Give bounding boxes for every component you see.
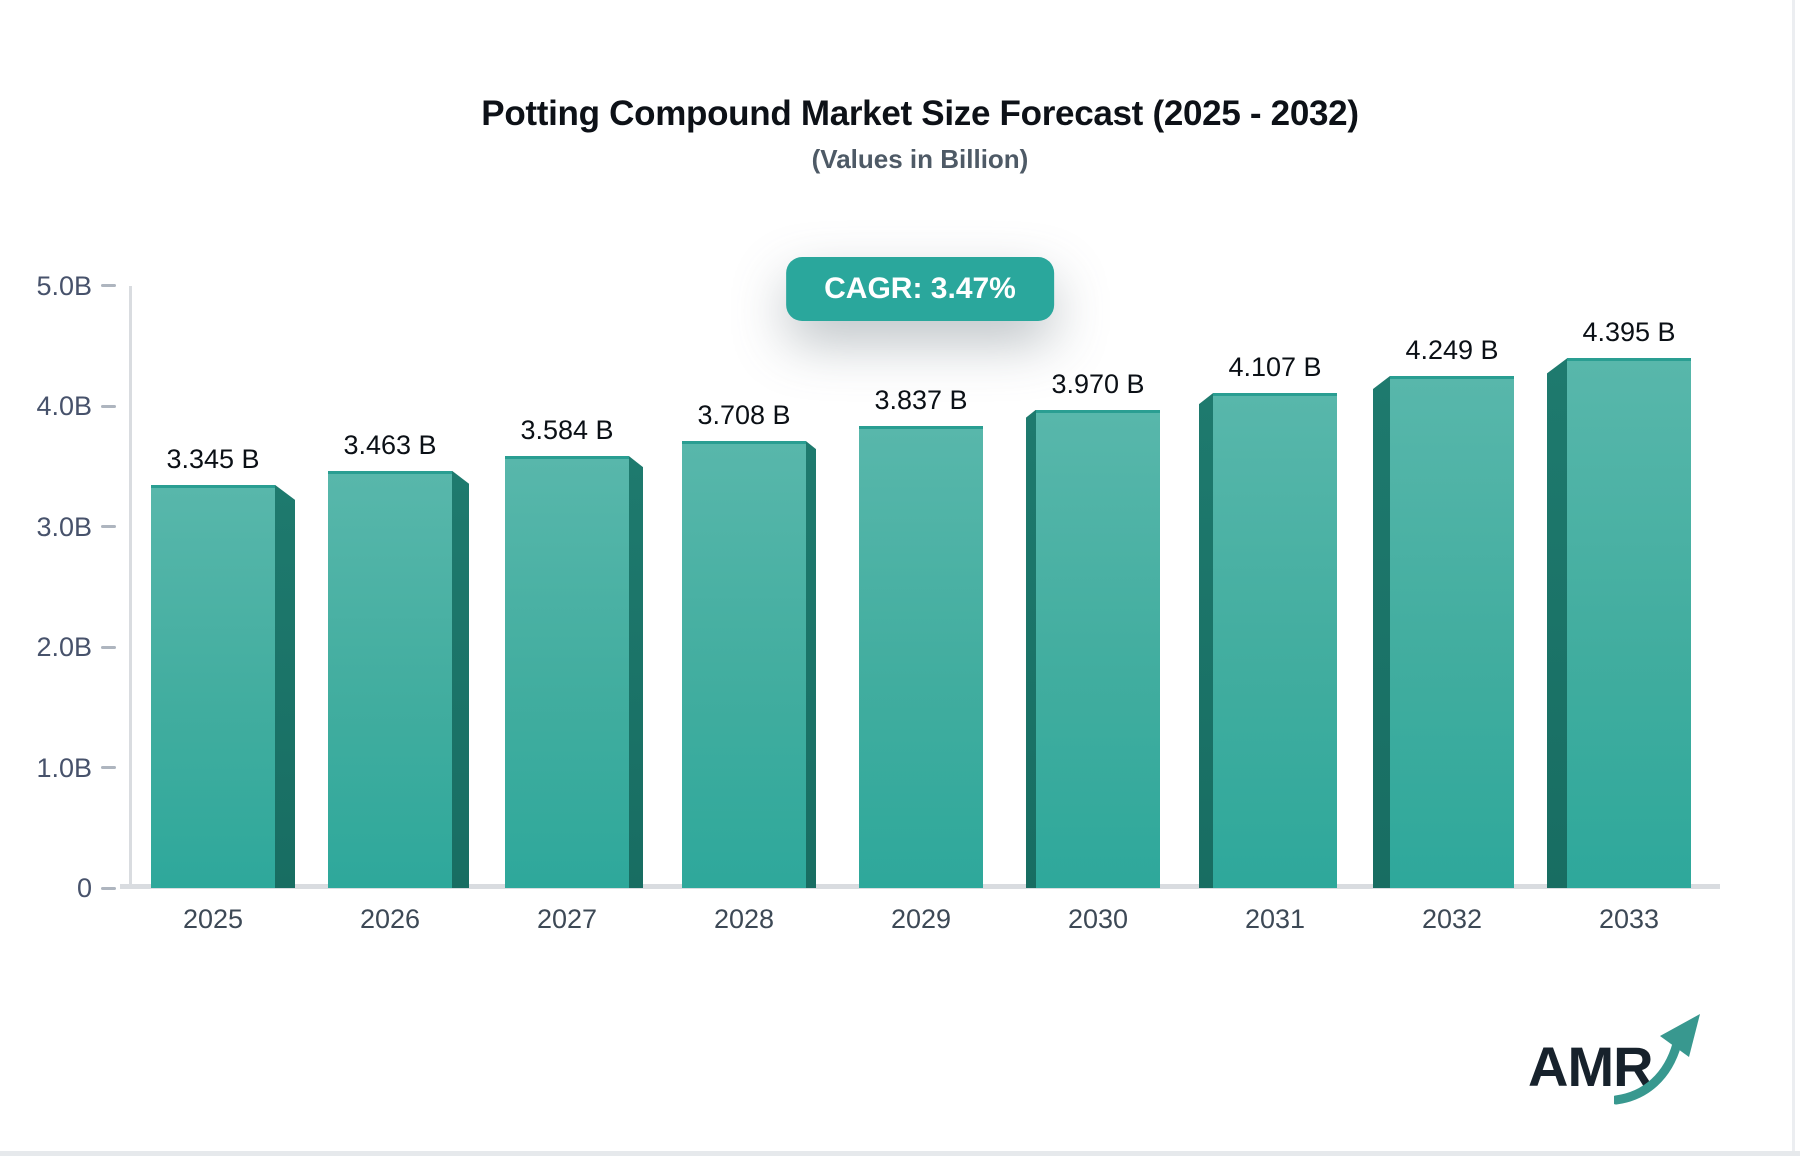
bar-value-label: 3.708 B (697, 400, 791, 431)
bar-value-label: 4.249 B (1405, 334, 1499, 365)
x-axis-label: 2033 (1598, 904, 1660, 934)
bar-side (452, 470, 469, 888)
y-tick-label: 2.0B (36, 632, 92, 662)
x-axis-label: 2028 (713, 904, 775, 934)
bar-face (505, 456, 629, 888)
y-tick-label: 1.0B (36, 752, 92, 783)
bar-side (629, 456, 643, 888)
x-axis-label: 2025 (182, 904, 244, 934)
x-axis-label: 2032 (1421, 904, 1483, 934)
y-tick-label: 0 (76, 873, 92, 903)
amr-logo: AMR (1528, 1014, 1728, 1134)
y-tick-label: 4.0B (36, 391, 92, 421)
bar-side (275, 484, 295, 888)
x-axis-label: 2030 (1067, 904, 1129, 934)
bar-face (151, 484, 275, 888)
x-axis-label: 2026 (359, 904, 421, 934)
bar-value-label: 3.970 B (1051, 368, 1145, 399)
y-tick-mark (101, 525, 116, 528)
x-axis-label: 2031 (1244, 904, 1306, 934)
chart-subtitle: (Values in Billion) (811, 144, 1029, 174)
y-axis-line (129, 286, 132, 888)
amr-logo-arrow-icon (1614, 1014, 1700, 1105)
bar-value-label: 3.584 B (520, 415, 614, 446)
x-axis-label: 2027 (536, 904, 598, 934)
bar-value-label: 4.107 B (1228, 352, 1322, 383)
page-edge-bottom (0, 1151, 1800, 1156)
chart-title: Potting Compound Market Size Forecast (2… (481, 94, 1359, 133)
bar-face (1390, 375, 1514, 888)
y-tick-mark (101, 886, 116, 890)
bar-value-label: 3.837 B (874, 384, 968, 415)
bar-face (682, 441, 806, 888)
amr-logo-text: AMR (1528, 1035, 1654, 1098)
x-axis-label: 2029 (890, 904, 952, 934)
bar-value-label: 3.345 B (166, 443, 260, 474)
bar-side (1547, 358, 1567, 888)
cagr-badge: CAGR: 3.47% (786, 257, 1054, 321)
bar-face (1213, 393, 1337, 888)
chart-header: Potting Compound Market Size Forecast (2… (0, 94, 1800, 175)
bar-side (1373, 375, 1390, 888)
y-tick-mark (101, 766, 116, 769)
bar-value-label: 3.463 B (343, 429, 437, 460)
bar-face (1036, 409, 1160, 888)
page-edge-right (1792, 0, 1795, 1156)
y-tick-label: 3.0B (36, 511, 92, 542)
y-tick-label: 5.0B (36, 270, 92, 301)
bar-side (806, 441, 816, 888)
y-tick-mark (101, 404, 116, 408)
bar-side (1199, 393, 1213, 888)
y-tick-mark (101, 645, 116, 649)
bar-face (1567, 358, 1691, 888)
bar-value-label: 4.395 B (1582, 317, 1676, 348)
bar-side (1026, 409, 1036, 888)
bar-face (328, 470, 452, 888)
bar-face (859, 425, 983, 888)
y-tick-mark (101, 284, 116, 287)
